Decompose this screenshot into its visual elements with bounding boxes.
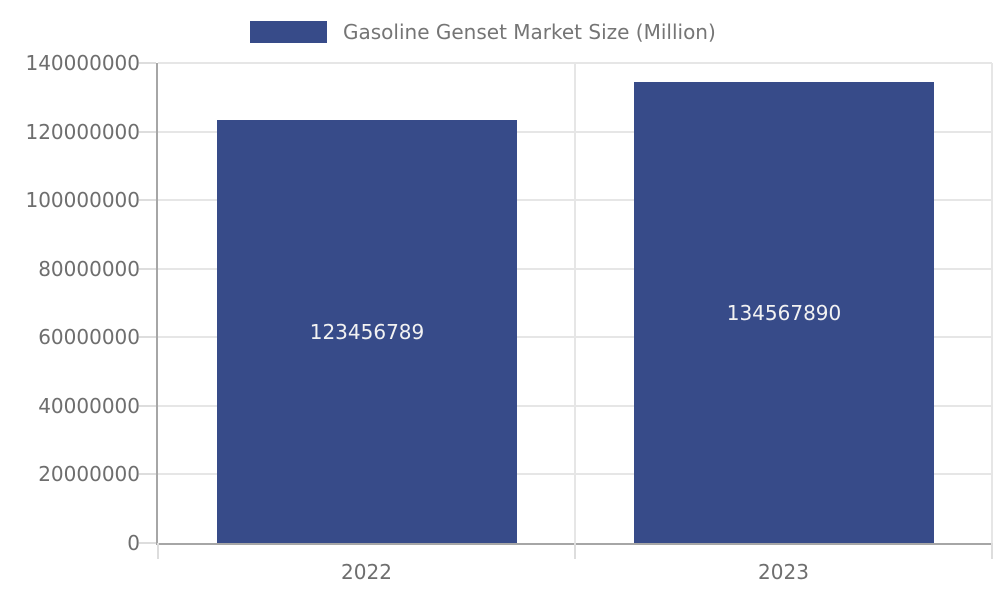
x-axis-tick [991,543,993,559]
y-axis-tick [139,336,156,339]
x-tick-label: 2023 [758,560,809,584]
x-axis-tick [574,543,576,559]
x-axis-tick [157,543,159,559]
y-axis-line [156,63,158,543]
bar-2022: 123456789 [217,120,517,543]
bar-value-label: 134567890 [726,300,842,325]
x-tick-label: 2022 [341,560,392,584]
y-tick-label: 100000000 [25,188,140,213]
y-tick-label: 80000000 [38,256,140,281]
bar-2023: 134567890 [634,82,934,543]
y-tick-label: 0 [127,531,140,555]
legend-label: Gasoline Genset Market Size (Million) [343,20,716,44]
y-tick-label: 140000000 [25,51,140,75]
plot-area: 123456789 2022 134567890 2023 [139,62,993,584]
y-tick-label: 60000000 [38,325,140,350]
y-axis-tick [139,267,156,270]
x-gridline [991,63,993,543]
legend[interactable]: Gasoline Genset Market Size (Million) [250,20,716,44]
y-axis-tick [139,62,156,64]
y-axis-tick [139,542,156,544]
legend-swatch [250,21,327,43]
y-axis-tick [139,473,156,476]
x-gridline [574,63,576,543]
bar-value-label: 123456789 [309,319,425,344]
y-tick-label: 20000000 [38,462,140,487]
y-axis-tick [139,199,156,202]
y-tick-label: 120000000 [25,119,140,144]
y-axis-tick [139,404,156,407]
y-tick-label: 40000000 [38,393,140,418]
y-axis-tick [139,130,156,133]
